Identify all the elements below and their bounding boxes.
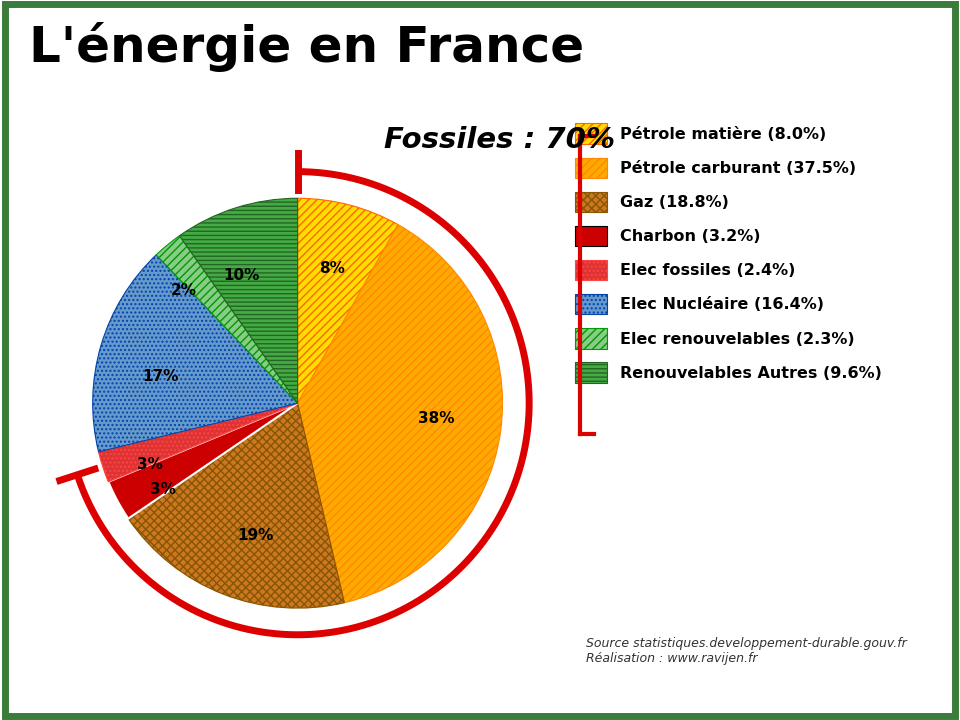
Text: Source statistiques.developpement-durable.gouv.fr
Réalisation : www.ravijen.fr: Source statistiques.developpement-durabl… — [586, 637, 906, 665]
Text: 3%: 3% — [137, 457, 163, 472]
Text: L'énergie en France: L'énergie en France — [29, 22, 584, 71]
Text: Fossiles : 70%: Fossiles : 70% — [384, 126, 615, 154]
Wedge shape — [99, 403, 298, 482]
Text: 19%: 19% — [237, 528, 274, 544]
Wedge shape — [129, 403, 345, 608]
Text: 3%: 3% — [151, 482, 176, 498]
Text: 17%: 17% — [143, 369, 180, 384]
Text: 2%: 2% — [171, 283, 197, 298]
Wedge shape — [108, 403, 298, 518]
Text: 8%: 8% — [320, 261, 346, 276]
Text: 38%: 38% — [418, 411, 454, 426]
Wedge shape — [93, 255, 298, 452]
Wedge shape — [156, 235, 298, 403]
Text: 10%: 10% — [224, 268, 259, 283]
Legend: Pétrole matière (8.0%), Pétrole carburant (37.5%), Gaz (18.8%), Charbon (3.2%), : Pétrole matière (8.0%), Pétrole carburan… — [568, 117, 888, 389]
Wedge shape — [298, 225, 502, 603]
Wedge shape — [298, 198, 398, 403]
Wedge shape — [180, 198, 298, 403]
